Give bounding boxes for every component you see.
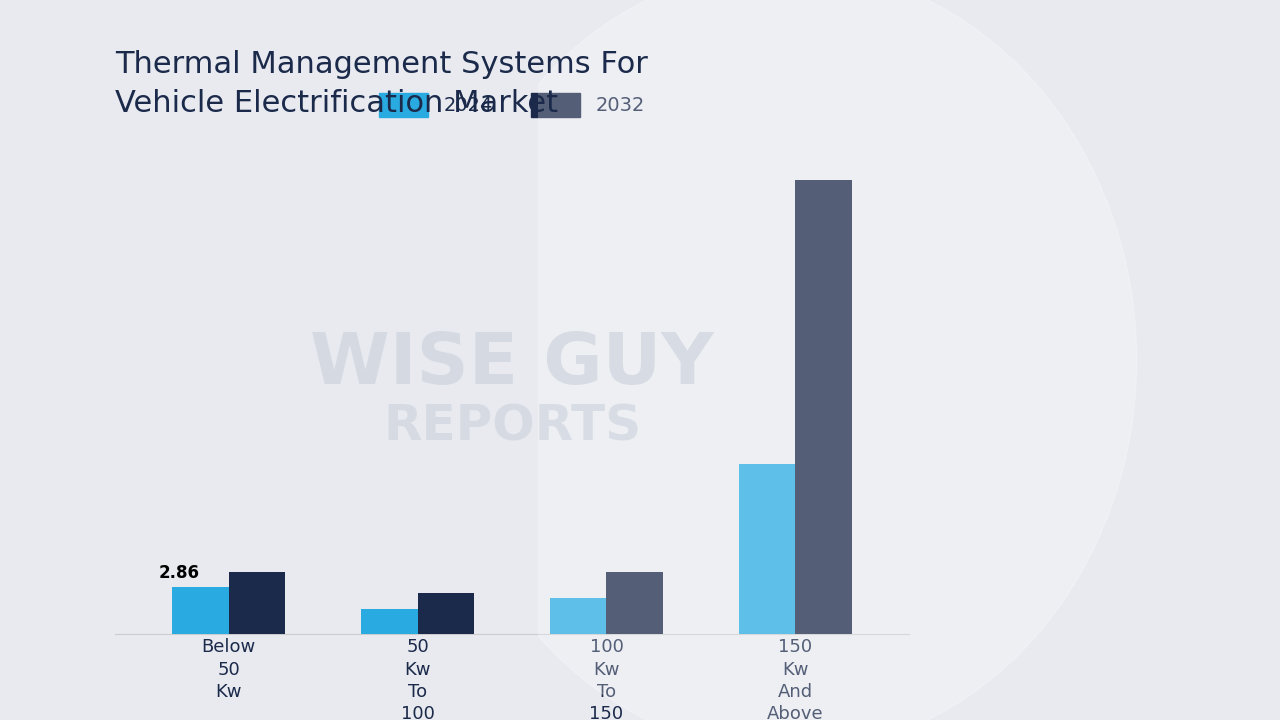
Bar [739, 464, 795, 634]
Bar [417, 593, 474, 634]
Bar [795, 180, 852, 634]
Bar [229, 572, 285, 634]
Bar [607, 572, 663, 634]
Text: WISE GUY: WISE GUY [310, 330, 714, 399]
Bar [550, 598, 607, 634]
Circle shape [438, 0, 1137, 720]
Text: 2.86: 2.86 [159, 564, 200, 582]
Legend: 2024, 2032: 2024, 2032 [370, 84, 654, 127]
Bar [361, 609, 417, 634]
Text: Thermal Management Systems For
Vehicle Electrification Market: Thermal Management Systems For Vehicle E… [115, 50, 648, 117]
Text: REPORTS: REPORTS [383, 402, 641, 450]
Bar [172, 588, 229, 634]
